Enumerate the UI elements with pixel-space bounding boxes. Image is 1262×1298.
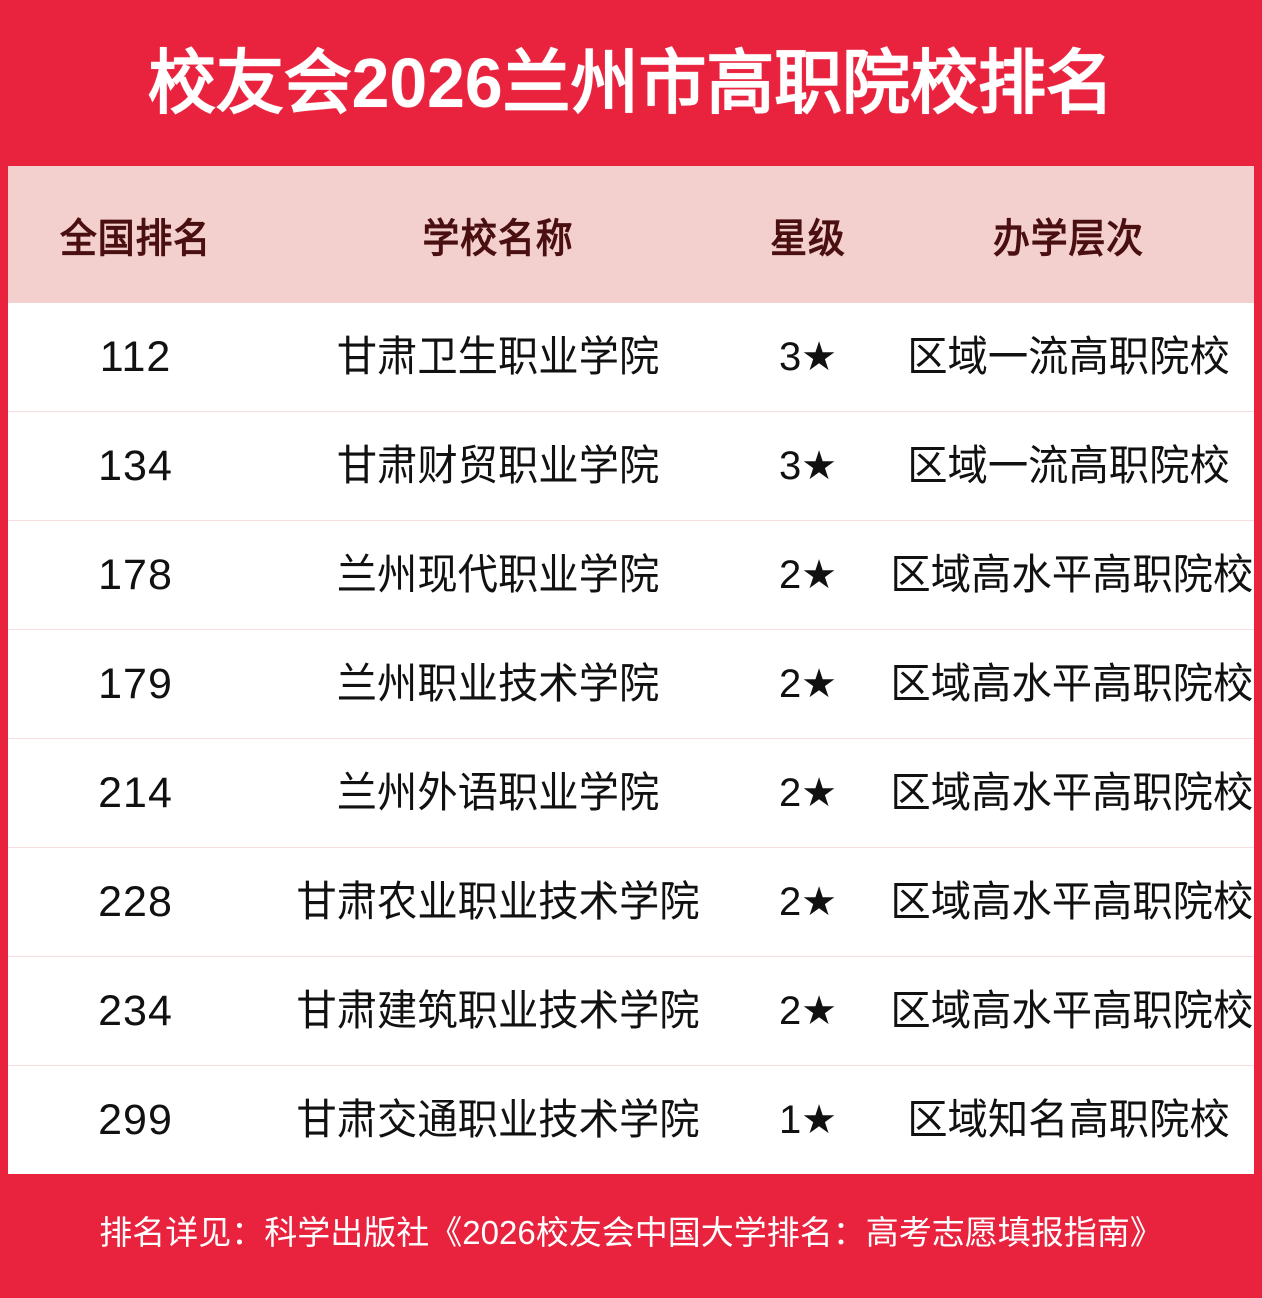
table-row: 234 甘肃建筑职业技术学院 2★ 区域高水平高职院校 — [8, 957, 1254, 1066]
cell-school-level: 区域高水平高职院校 — [890, 551, 1254, 598]
cell-school-name: 甘肃交通职业技术学院 — [296, 1096, 700, 1143]
cell-rank-value: 234 — [98, 986, 173, 1035]
table-row: 134 甘肃财贸职业学院 3★ 区域一流高职院校 — [8, 412, 1254, 521]
cell-school-level: 区域高水平高职院校 — [890, 660, 1254, 707]
column-header-school-level: 办学层次 — [993, 216, 1144, 261]
cell-rank-value: 214 — [98, 768, 173, 817]
cell-rank-value: 134 — [98, 441, 173, 490]
cell-school-name: 甘肃财贸职业学院 — [336, 442, 660, 489]
cell-school-level: 区域一流高职院校 — [907, 333, 1230, 380]
title-banner: 校友会2026兰州市高职院校排名 — [0, 0, 1262, 166]
cell-school-level: 区域高水平高职院校 — [890, 769, 1254, 816]
cell-star-rating: 2★ — [778, 989, 838, 1033]
table-row: 178 兰州现代职业学院 2★ 区域高水平高职院校 — [8, 521, 1254, 630]
cell-school-name: 甘肃建筑职业技术学院 — [296, 987, 700, 1034]
cell-star-rating: 3★ — [778, 335, 838, 379]
cell-star-rating: 3★ — [778, 444, 838, 488]
cell-school-name: 兰州外语职业学院 — [336, 769, 660, 816]
cell-rank-value: 178 — [98, 550, 173, 599]
cell-star-rating: 2★ — [778, 880, 838, 924]
cell-rank-value: 228 — [98, 877, 173, 926]
column-header-rank: 全国排名 — [60, 216, 211, 261]
table-body: 112 甘肃卫生职业学院 3★ 区域一流高职院校 134 甘肃财贸职业学院 3★ 区域一流高职… — [8, 303, 1254, 1174]
column-header-school-name: 学校名称 — [422, 216, 574, 261]
table-header-row: 全国排名 学校名称 星级 办学层次 — [8, 166, 1254, 303]
table-row: 228 甘肃农业职业技术学院 2★ 区域高水平高职院校 — [8, 848, 1254, 957]
cell-school-level: 区域一流高职院校 — [907, 442, 1230, 489]
cell-school-name: 兰州现代职业学院 — [336, 551, 660, 598]
column-header-star-rating: 星级 — [770, 216, 846, 261]
cell-school-level: 区域知名高职院校 — [907, 1096, 1230, 1143]
cell-star-rating: 2★ — [778, 553, 838, 597]
cell-school-name: 甘肃卫生职业学院 — [336, 333, 660, 380]
cell-rank-value: 112 — [99, 332, 172, 381]
table-row: 299 甘肃交通职业技术学院 1★ 区域知名高职院校 — [8, 1066, 1254, 1174]
cell-school-name: 兰州职业技术学院 — [336, 660, 660, 707]
cell-school-level: 区域高水平高职院校 — [890, 878, 1254, 925]
cell-star-rating: 2★ — [778, 771, 838, 815]
ranking-table: 全国排名 学校名称 星级 办学层次 112 甘肃卫生职业学院 3★ 区域一流高职院校 1… — [8, 166, 1254, 1174]
footer-note: 排名详见：科学出版社《2026校友会中国大学排名：高考志愿填报指南》 — [99, 1213, 1163, 1251]
table-row: 214 兰州外语职业学院 2★ 区域高水平高职院校 — [8, 739, 1254, 848]
cell-star-rating: 1★ — [778, 1098, 838, 1142]
cell-rank-value: 299 — [98, 1095, 173, 1144]
table-row: 179 兰州职业技术学院 2★ 区域高水平高职院校 — [8, 630, 1254, 739]
table-row: 112 甘肃卫生职业学院 3★ 区域一流高职院校 — [8, 303, 1254, 412]
cell-school-level: 区域高水平高职院校 — [890, 987, 1254, 1034]
cell-school-name: 甘肃农业职业技术学院 — [296, 878, 700, 925]
page-title: 校友会2026兰州市高职院校排名 — [148, 44, 1114, 122]
footer-banner: 排名详见：科学出版社《2026校友会中国大学排名：高考志愿填报指南》 — [0, 1174, 1262, 1285]
cell-rank-value: 179 — [98, 659, 173, 708]
cell-star-rating: 2★ — [778, 662, 838, 706]
